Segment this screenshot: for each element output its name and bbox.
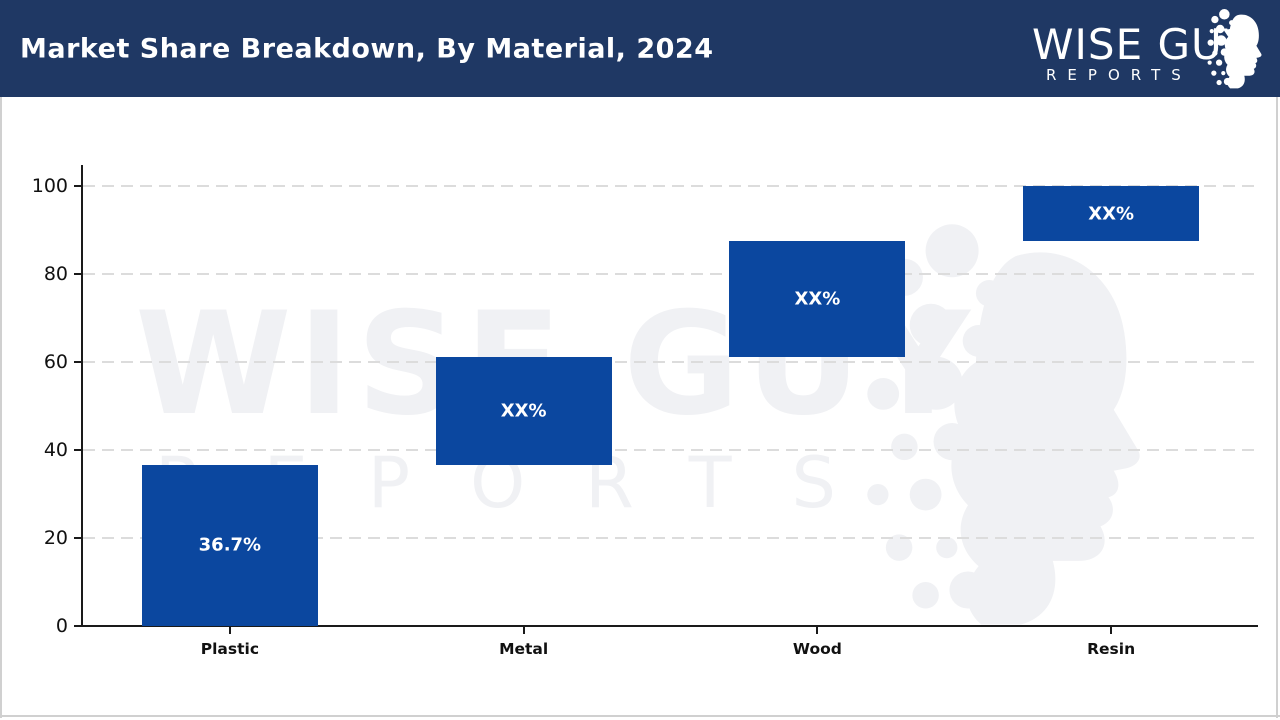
chart-title: Market Share Breakdown, By Material, 202… [20,33,714,64]
gridline [83,185,1258,187]
x-axis-tick [816,627,819,634]
bar-value-label: 36.7% [198,534,262,556]
y-axis-tick [74,625,81,627]
y-axis-tick-label: 20 [43,527,68,549]
bar-plastic: 36.7% [141,464,318,626]
x-axis-label-plastic: Plastic [200,640,260,658]
y-axis-line [81,165,83,627]
y-axis-tick [74,537,81,539]
x-axis-tick [228,627,231,634]
y-axis-tick [74,361,81,363]
wise-guy-reports-logo: WISE GUY REPORTS [1004,6,1264,92]
y-axis-tick [74,449,81,451]
x-axis-tick [522,627,525,634]
content-border-left [0,97,2,718]
x-axis-tick [1110,627,1113,634]
y-axis-tick-label: 80 [43,263,68,285]
gridline [83,449,1258,451]
bar-value-label: XX% [794,288,841,310]
x-axis-label-wood: Wood [792,640,842,658]
y-axis-tick [74,185,81,187]
content-border-bottom [0,715,1280,717]
bar-resin: XX% [1023,186,1200,241]
y-axis-tick-label: 40 [43,439,68,461]
bar-value-label: XX% [1088,203,1135,224]
gridline [83,361,1258,363]
y-axis-tick-label: 0 [55,615,68,637]
x-axis-line [81,625,1258,627]
gridline [83,273,1258,275]
header-bar: Market Share Breakdown, By Material, 202… [0,0,1280,97]
x-axis-label-metal: Metal [499,640,549,658]
gridline [83,537,1258,539]
bar-value-label: XX% [500,400,547,422]
bar-wood: XX% [729,241,906,358]
y-axis-tick-label: 60 [43,351,68,373]
x-axis-label-resin: Resin [1087,640,1136,658]
logo-subtext: REPORTS [1046,66,1192,84]
bar-metal: XX% [435,357,612,465]
y-axis-tick [74,273,81,275]
y-axis-tick-label: 100 [31,175,68,197]
content-border-right [1276,97,1278,718]
